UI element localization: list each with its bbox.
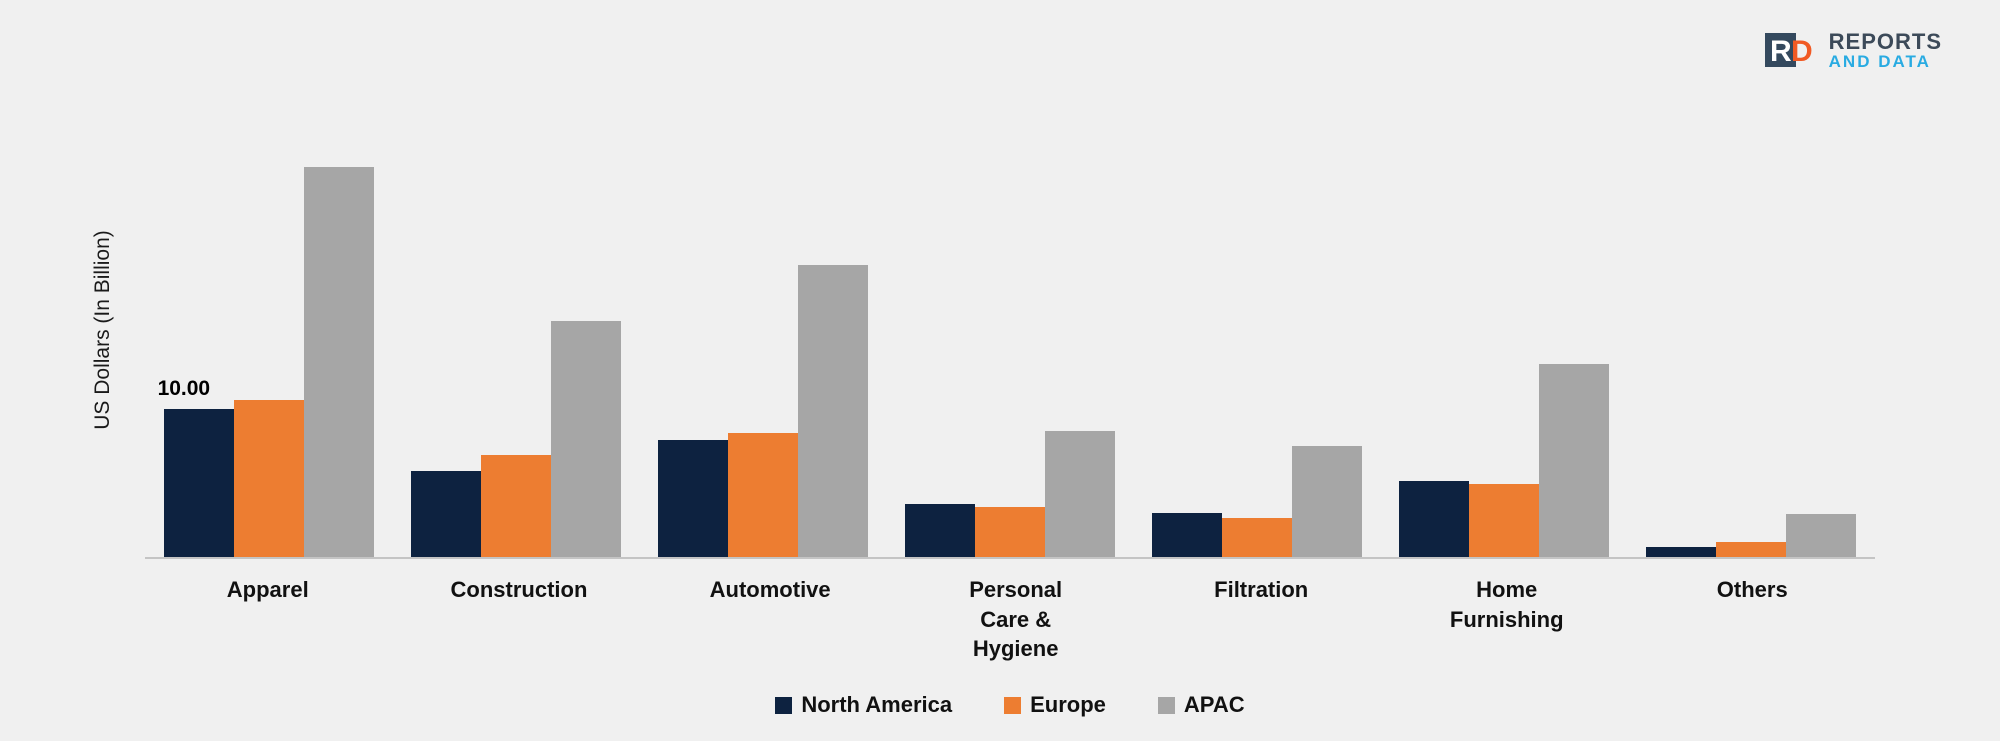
bar-apac-automotive — [797, 265, 868, 557]
category-label-automotive: Automotive — [709, 577, 831, 602]
y-axis-label: US Dollars (In Billion) — [91, 230, 114, 430]
bar-north-america-home-furnishing — [1399, 481, 1470, 557]
logo-text-and-data: AND DATA — [1828, 52, 1931, 72]
bar-europe-apparel — [233, 399, 304, 557]
logo-text: REPORTS AND DATA — [1829, 30, 1942, 71]
bar-group-home-furnishing — [1381, 364, 1628, 557]
category-label-filtration: Filtration — [1214, 577, 1309, 602]
bar-europe-automotive — [727, 432, 798, 557]
legend-label-apac: APAC — [1183, 692, 1245, 718]
category-labels: Apparel Construction Automotive Personal Ca… — [145, 575, 1875, 664]
legend-marker-north-america-icon — [775, 696, 793, 714]
category-label-others: Others — [1716, 577, 1788, 602]
bar-group-apparel: 10.00 — [145, 167, 392, 557]
bar-group-automotive — [639, 265, 886, 557]
data-label-apparel: 10.00 — [157, 376, 211, 400]
bar-apac-filtration — [1292, 445, 1363, 557]
category-label-construction: Construction — [450, 577, 588, 602]
legend-label-north-america: North America — [801, 692, 953, 718]
bar-north-america-apparel: 10.00 — [158, 377, 234, 557]
bar-north-america-others — [1646, 546, 1717, 557]
bar-north-america-filtration — [1152, 512, 1223, 557]
legend-item-europe: Europe — [1004, 692, 1106, 718]
bar-europe-personal-care-hygiene — [974, 506, 1045, 557]
legend-marker-europe-icon — [1004, 696, 1022, 714]
logo-mark-icon: R D — [1764, 33, 1813, 68]
plot-area: 10.00 — [145, 119, 1875, 559]
legend: North America Europe APAC — [145, 692, 1875, 718]
legend-marker-apac-icon — [1157, 696, 1175, 714]
bar-europe-filtration — [1222, 518, 1293, 557]
bar-north-america-construction — [410, 471, 481, 557]
bar-group-others — [1628, 514, 1875, 557]
legend-item-apac: APAC — [1157, 692, 1245, 718]
bar-europe-construction — [480, 454, 551, 557]
bar-apac-apparel — [303, 167, 374, 557]
bar-apac-home-furnishing — [1539, 364, 1610, 557]
bar-north-america-automotive — [657, 439, 728, 557]
logo: R D REPORTS AND DATA — [1764, 30, 1942, 71]
legend-label-europe: Europe — [1030, 692, 1106, 718]
category-label-personal-care-hygiene: Personal Care & Hygiene — [969, 577, 1063, 662]
bar-north-america-personal-care-hygiene — [904, 503, 975, 557]
bar-apac-construction — [550, 321, 621, 557]
bar-group-filtration — [1134, 445, 1381, 557]
bar-europe-home-furnishing — [1469, 484, 1540, 557]
bar-group-personal-care-hygiene — [886, 431, 1133, 557]
category-label-home-furnishing: Home Furnishing — [1449, 577, 1564, 632]
legend-item-north-america: North America — [775, 692, 952, 718]
category-label-apparel: Apparel — [226, 577, 309, 602]
svg-text:D: D — [1791, 35, 1813, 68]
svg-text:R: R — [1770, 35, 1792, 68]
bar-apac-personal-care-hygiene — [1044, 431, 1115, 557]
grouped-bar-chart: 10.00 Apparel Construction Automotive Perso… — [145, 119, 1875, 718]
bar-apac-others — [1786, 514, 1857, 557]
bar-europe-others — [1716, 542, 1787, 557]
bar-group-construction — [392, 321, 639, 557]
logo-text-reports: REPORTS — [1828, 29, 1942, 54]
